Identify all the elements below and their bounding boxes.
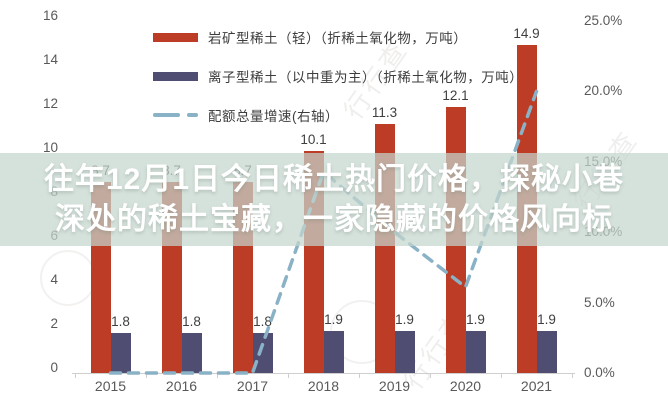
legend-label-growth: 配额总量增速(右轴） <box>208 109 339 124</box>
x-axis-tick <box>501 374 502 378</box>
legend-label-ion: 离子型稀土（以中重为主）（折稀土氧化物，万吨） <box>208 70 524 85</box>
legend-label-rock: 岩矿型稀土（轻）（折稀土氧化物，万吨） <box>208 31 468 46</box>
left-axis-tick-label: 14 <box>42 52 58 67</box>
bar-ion-2015 <box>110 333 131 373</box>
legend-item-ion: 离子型稀土（以中重为主）（折稀土氧化物，万吨） <box>153 63 523 89</box>
legend-swatch-rock-bar <box>153 32 198 42</box>
bar-ion-2020 <box>465 331 486 373</box>
legend-swatch-growth-line <box>153 111 198 120</box>
legend: 岩矿型稀土（轻）（折稀土氧化物，万吨） 离子型稀土（以中重为主）（折稀土氧化物，… <box>153 24 523 141</box>
bar-value-label: 1.9 <box>324 312 343 327</box>
left-axis-tick-label: 0 <box>50 360 58 375</box>
x-axis-tick <box>572 374 573 378</box>
right-axis-tick-label: 0.0% <box>584 365 615 380</box>
x-axis-line <box>72 373 575 374</box>
bar-ion-2016 <box>181 333 202 373</box>
x-axis-category-label: 2020 <box>449 378 482 394</box>
bar-value-label: 1.8 <box>182 314 201 329</box>
bar-value-label: 1.9 <box>537 312 556 327</box>
left-axis-tick-label: 12 <box>42 96 58 111</box>
x-axis-category-label: 2021 <box>520 378 553 394</box>
x-axis-tick <box>75 374 76 378</box>
title-overlay-banner: 往年12月1日今日稀土热门价格，探秘小巷 深处的稀土宝藏，一家隐藏的价格风向标 <box>0 153 668 246</box>
overlay-title-line2: 深处的稀土宝藏，一家隐藏的价格风向标 <box>55 202 613 236</box>
left-axis-tick-label: 2 <box>50 316 58 331</box>
legend-item-rock: 岩矿型稀土（轻）（折稀土氧化物，万吨） <box>153 24 523 50</box>
x-axis-category-label: 2019 <box>378 378 411 394</box>
right-axis-tick-label: 5.0% <box>584 295 615 310</box>
bar-value-label: 1.8 <box>111 314 130 329</box>
x-axis-category-label: 2016 <box>165 378 198 394</box>
bar-ion-2018 <box>323 331 344 373</box>
right-axis-tick-label: 20.0% <box>584 83 623 98</box>
x-axis-tick <box>430 374 431 378</box>
bar-value-label: 12.1 <box>442 88 469 103</box>
x-axis-tick <box>217 374 218 378</box>
left-axis-tick-label: 4 <box>50 272 58 287</box>
x-axis-category-label: 2017 <box>236 378 269 394</box>
bar-value-label: 1.9 <box>395 312 414 327</box>
x-axis-tick <box>288 374 289 378</box>
legend-swatch-ion-bar <box>153 71 198 81</box>
x-axis-category-label: 2018 <box>307 378 340 394</box>
x-axis-tick <box>146 374 147 378</box>
bar-ion-2021 <box>536 331 557 373</box>
bar-ion-2019 <box>394 331 415 373</box>
x-axis-tick <box>359 374 360 378</box>
bar-value-label: 1.8 <box>253 314 272 329</box>
bar-value-label: 11.3 <box>371 105 398 120</box>
overlay-title-line1: 往年12月1日今日稀土热门价格，探秘小巷 <box>43 162 625 196</box>
bar-value-label: 10.1 <box>300 132 327 147</box>
growth-rate-line <box>108 89 539 375</box>
left-axis-tick-label: 16 <box>42 8 58 23</box>
x-axis-category-label: 2015 <box>94 378 127 394</box>
bar-value-label: 1.9 <box>466 312 485 327</box>
left-axis-tick-label: 10 <box>42 140 58 155</box>
bar-value-label: 14.9 <box>513 26 540 41</box>
right-axis-tick-label: 25.0% <box>584 13 623 28</box>
legend-item-growth: 配额总量增速(右轴） <box>153 102 523 128</box>
